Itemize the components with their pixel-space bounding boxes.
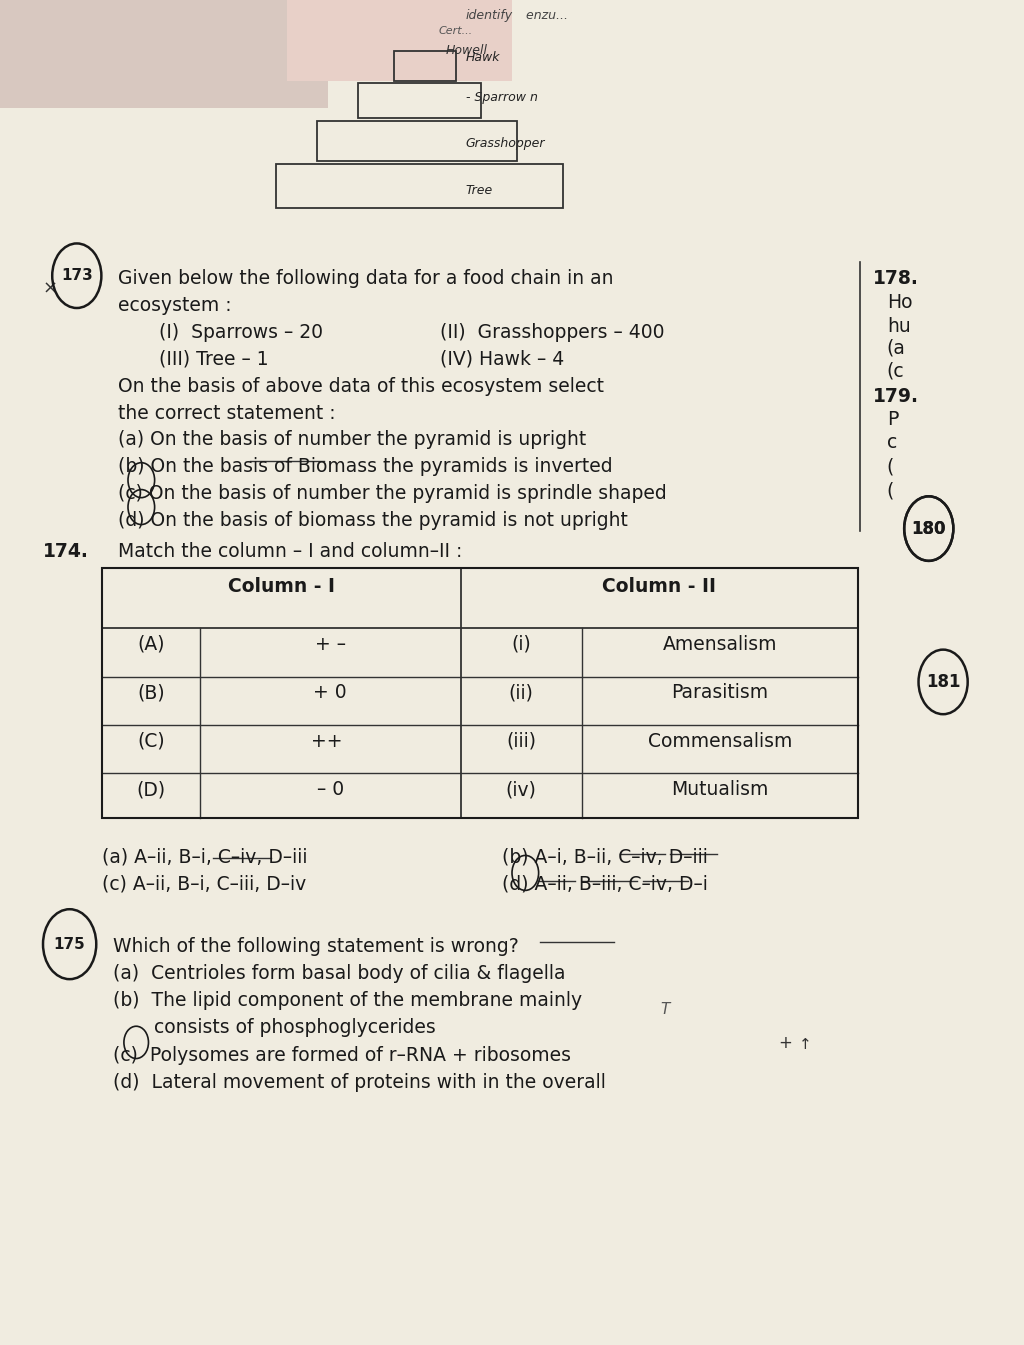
Text: Τ: Τ [660,1002,670,1017]
Bar [102,568,858,818]
Text: (iv): (iv) [506,780,537,799]
Bar [358,83,481,118]
Text: Column - I: Column - I [228,577,335,596]
Text: 180: 180 [911,519,946,538]
Text: consists of phosphoglycerides: consists of phosphoglycerides [154,1018,435,1037]
Bar [0,0,328,108]
Text: Hawk: Hawk [466,51,501,65]
Text: Parasitism: Parasitism [672,683,768,702]
Text: c: c [887,433,897,452]
Text: (II)  Grasshoppers – 400: (II) Grasshoppers – 400 [440,323,665,342]
Text: On the basis of above data of this ecosystem select: On the basis of above data of this ecosy… [118,377,604,395]
Text: (ii): (ii) [509,683,534,702]
Text: Amensalism: Amensalism [663,635,777,654]
Text: (d) A–ii, B–iii, C–iv, D–i: (d) A–ii, B–iii, C–iv, D–i [502,874,708,893]
Text: (c) On the basis of number the pyramid is sprindle shaped: (c) On the basis of number the pyramid i… [118,484,667,503]
Text: Commensalism: Commensalism [648,732,792,751]
Bar [317,121,517,161]
Text: Match the column – I and column–II :: Match the column – I and column–II : [118,542,462,561]
Text: (C): (C) [137,732,165,751]
Bar [276,164,563,208]
Text: (b) On the basis of Biomass the pyramids is inverted: (b) On the basis of Biomass the pyramids… [118,457,612,476]
Text: enzu...: enzu... [522,9,568,23]
Text: (: ( [887,457,894,476]
Text: (B): (B) [137,683,165,702]
Text: + 0: + 0 [313,683,347,702]
Text: (D): (D) [136,780,166,799]
Text: (c) A–ii, B–i, C–iii, D–iv: (c) A–ii, B–i, C–iii, D–iv [102,874,306,893]
Text: (: ( [887,482,894,500]
Bar [287,0,512,81]
Bar [394,51,456,81]
Text: (III) Tree – 1: (III) Tree – 1 [159,350,268,369]
Text: Ho: Ho [887,293,912,312]
Text: (c: (c [887,362,904,381]
Text: the correct statement :: the correct statement : [118,404,336,422]
Text: 175: 175 [53,936,86,952]
Text: 180: 180 [911,519,946,538]
Text: hu: hu [887,317,910,336]
Text: - Sparrow n: - Sparrow n [466,91,538,105]
Text: ecosystem :: ecosystem : [118,296,231,315]
Text: – 0: – 0 [316,780,344,799]
Text: 178.: 178. [872,269,919,288]
Text: (a) A–ii, B–i, C–iv, D–iii: (a) A–ii, B–i, C–iv, D–iii [102,847,308,866]
Text: (a)  Centrioles form basal body of cilia & flagella: (a) Centrioles form basal body of cilia … [113,964,565,983]
Text: (a) On the basis of number the pyramid is upright: (a) On the basis of number the pyramid i… [118,430,586,449]
Text: (b) A–i, B–ii, C–iv, D–iii: (b) A–i, B–ii, C–iv, D–iii [502,847,708,866]
Text: ↑: ↑ [799,1037,811,1052]
Text: 181: 181 [926,672,961,691]
Text: Column - II: Column - II [602,577,717,596]
Text: ×: × [43,280,58,297]
Text: (b)  The lipid component of the membrane mainly: (b) The lipid component of the membrane … [113,991,582,1010]
Text: Given below the following data for a food chain in an: Given below the following data for a foo… [118,269,613,288]
Text: (A): (A) [137,635,165,654]
Text: ++: ++ [311,732,349,751]
Text: P: P [887,410,898,429]
Text: +: + [778,1034,793,1052]
Text: Howell: Howell [445,44,487,58]
Text: 174.: 174. [43,542,89,561]
Text: (i): (i) [511,635,531,654]
Text: (d)  Lateral movement of proteins with in the overall: (d) Lateral movement of proteins with in… [113,1073,605,1092]
Text: + –: + – [314,635,346,654]
Text: Cert...: Cert... [438,26,472,35]
Text: (d) On the basis of biomass the pyramid is not upright: (d) On the basis of biomass the pyramid … [118,511,628,530]
Text: (IV) Hawk – 4: (IV) Hawk – 4 [440,350,564,369]
Text: 173: 173 [60,268,93,284]
Text: (a: (a [887,339,905,358]
Text: (I)  Sparrows – 20: (I) Sparrows – 20 [159,323,323,342]
Text: (iii): (iii) [506,732,537,751]
Text: identify: identify [466,9,513,23]
Text: Tree: Tree [466,184,494,198]
Text: Grasshopper: Grasshopper [466,137,546,151]
Text: Which of the following statement is wrong?: Which of the following statement is wron… [113,937,518,956]
Text: 179.: 179. [872,387,919,406]
Text: (c)  Polysomes are formed of r–RNA + ribosomes: (c) Polysomes are formed of r–RNA + ribo… [113,1046,570,1065]
Text: Mutualism: Mutualism [671,780,769,799]
